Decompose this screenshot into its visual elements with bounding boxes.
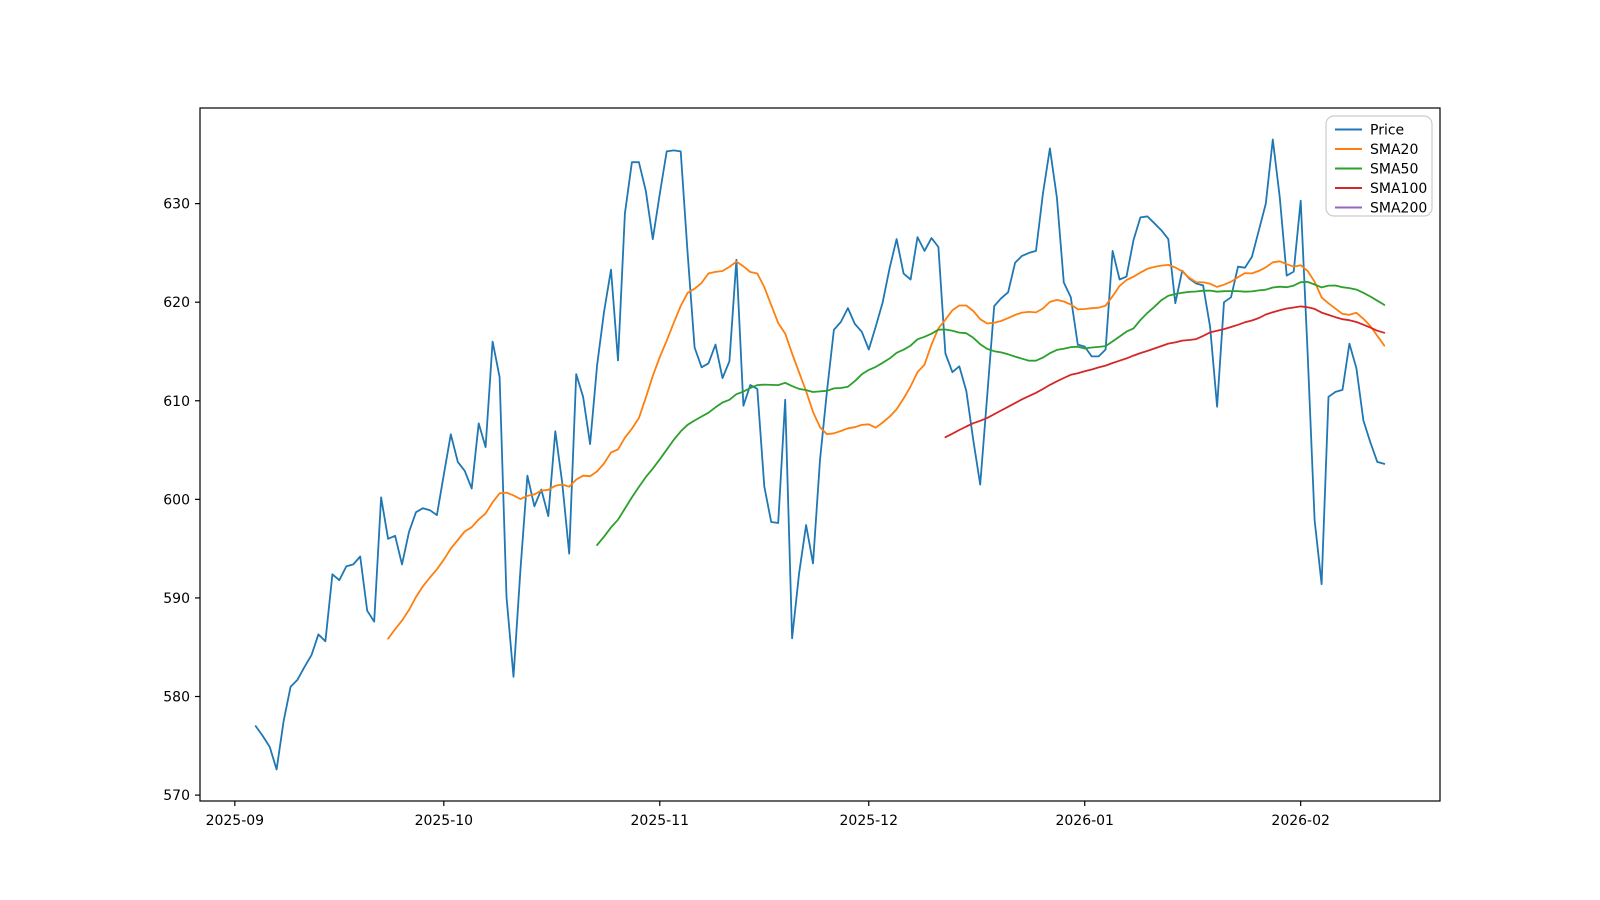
- y-tick-label: 620: [163, 295, 190, 311]
- series-group: [254, 138, 1386, 771]
- plot-border: [199, 107, 1441, 802]
- legend-label-price: Price: [1370, 123, 1404, 139]
- x-tick-label: 2025-10: [415, 813, 474, 829]
- legend-label-sma20: SMA20: [1370, 142, 1418, 158]
- x-tick-label: 2026-02: [1271, 813, 1330, 829]
- x-tick-label: 2025-12: [840, 813, 899, 829]
- y-tick-label: 590: [163, 591, 190, 607]
- y-tick-label: 610: [163, 394, 190, 410]
- legend-label-sma50: SMA50: [1370, 162, 1418, 178]
- legend: Price SMA20 SMA50 SMA100 SMA200: [1325, 115, 1433, 217]
- sma20-line: [387, 260, 1386, 640]
- price-line: [254, 138, 1386, 771]
- y-tick-label: 580: [163, 690, 190, 706]
- legend-label-sma200: SMA200: [1370, 201, 1427, 217]
- legend-label-sma100: SMA100: [1370, 181, 1427, 197]
- x-tick-label: 2025-09: [206, 813, 265, 829]
- sma100-line: [944, 305, 1386, 439]
- y-tick-label: 600: [163, 492, 190, 508]
- x-tick-label: 2025-11: [631, 813, 690, 829]
- y-tick-label: 570: [163, 788, 190, 804]
- sma50-line: [596, 280, 1386, 546]
- legend-frame: [1325, 115, 1433, 217]
- x-axis-ticks: 2025-09 2025-10 2025-11 2025-12 2026-01 2026-…: [206, 801, 1330, 829]
- x-tick-label: 2026-01: [1055, 813, 1114, 829]
- y-tick-label: 630: [163, 197, 190, 213]
- y-axis-ticks: 570 580 590 600 610 620 630: [163, 197, 200, 804]
